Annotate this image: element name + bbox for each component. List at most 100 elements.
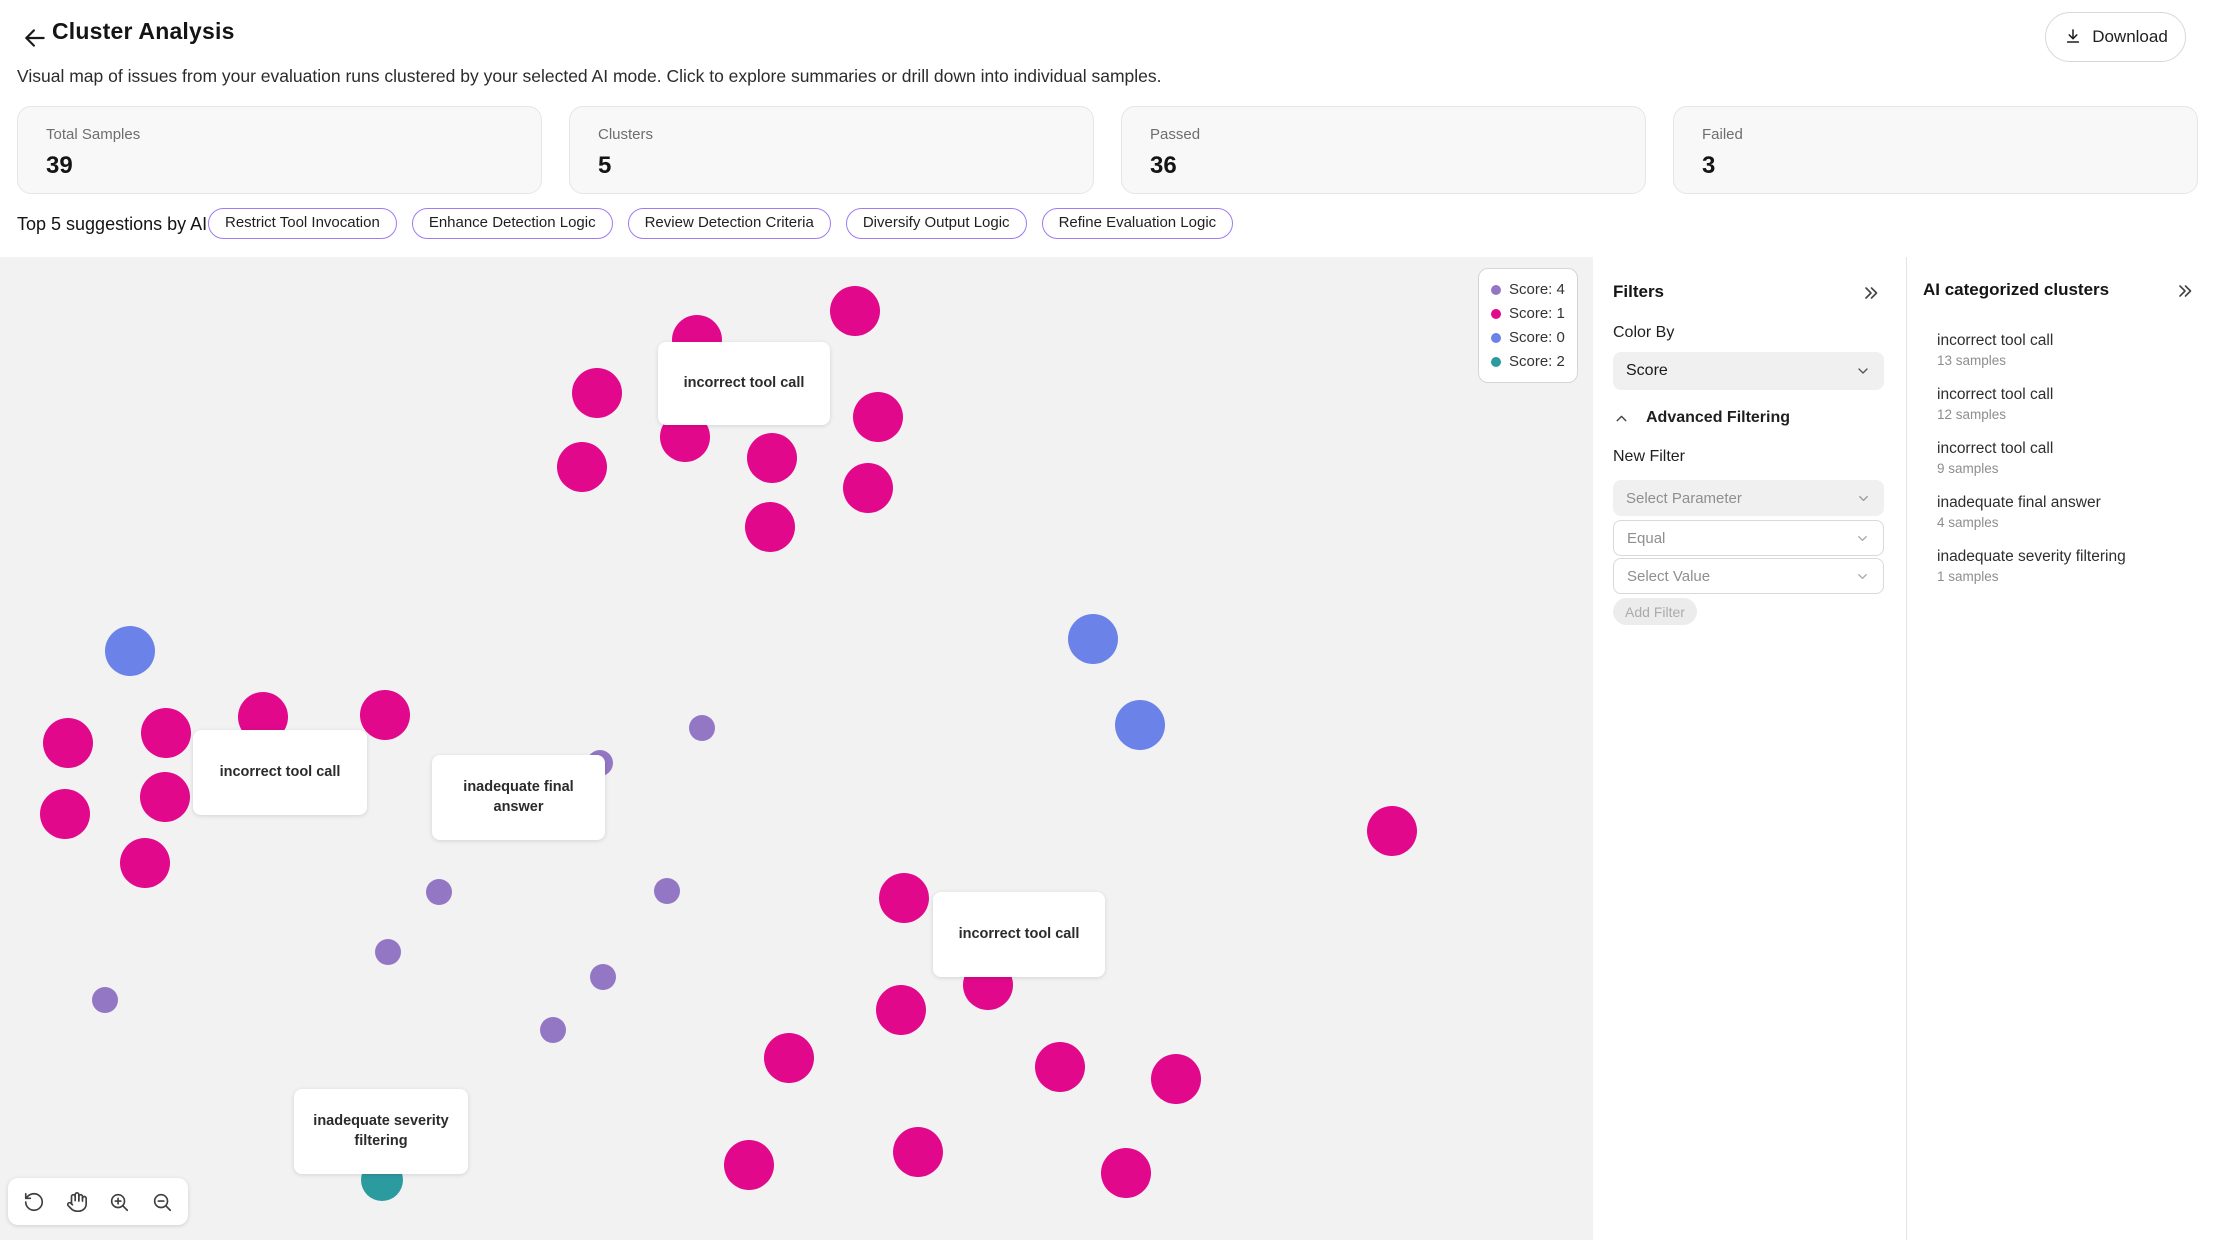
stat-card-clusters: Clusters 5: [569, 106, 1094, 194]
cluster-label[interactable]: incorrect tool call: [658, 342, 830, 425]
download-label: Download: [2092, 27, 2168, 46]
reset-view-icon[interactable]: [21, 1189, 47, 1215]
stat-label: Failed: [1702, 126, 1743, 143]
cluster-label[interactable]: incorrect tool call: [933, 892, 1105, 977]
data-point[interactable]: [141, 708, 191, 758]
double-chevron-right-icon: [2179, 285, 2192, 297]
legend-label: Score: 0: [1509, 329, 1565, 346]
cluster-list-item[interactable]: incorrect tool call 9 samples: [1937, 440, 2126, 494]
data-point[interactable]: [745, 502, 795, 552]
suggestion-chip[interactable]: Restrict Tool Invocation: [208, 208, 397, 239]
data-point[interactable]: [830, 286, 880, 336]
data-point[interactable]: [893, 1127, 943, 1177]
add-filter-button[interactable]: Add Filter: [1613, 598, 1697, 625]
data-point[interactable]: [40, 789, 90, 839]
value-select[interactable]: Select Value: [1613, 558, 1884, 594]
ai-clusters-panel: AI categorized clusters incorrect tool c…: [1906, 257, 2216, 1240]
advanced-filtering-toggle[interactable]: Advanced Filtering: [1613, 409, 1790, 427]
legend-dot-icon: [1491, 356, 1501, 367]
cluster-item-samples: 1 samples: [1937, 569, 1999, 584]
legend-item[interactable]: Score: 4: [1491, 279, 1565, 300]
value-placeholder: Select Value: [1627, 567, 1711, 585]
data-point[interactable]: [120, 838, 170, 888]
data-point[interactable]: [1035, 1042, 1085, 1092]
legend-item[interactable]: Score: 2: [1491, 351, 1565, 372]
data-point[interactable]: [764, 1033, 814, 1083]
collapse-clusters-button[interactable]: [2175, 281, 2195, 301]
data-point[interactable]: [843, 463, 893, 513]
color-by-value: Score: [1626, 362, 1668, 379]
cluster-item-samples: 12 samples: [1937, 407, 2007, 422]
cluster-list-item[interactable]: inadequate final answer 4 samples: [1937, 494, 2126, 548]
legend-dot-icon: [1491, 332, 1501, 343]
cluster-list-item[interactable]: incorrect tool call 13 samples: [1937, 332, 2126, 386]
zoom-out-icon[interactable]: [149, 1189, 175, 1215]
cluster-label-text: incorrect tool call: [219, 763, 341, 780]
download-button[interactable]: Download: [2045, 12, 2186, 62]
legend-dot-icon: [1491, 308, 1501, 319]
chevron-down-icon: [1858, 368, 1868, 374]
legend-item[interactable]: Score: 0: [1491, 327, 1565, 348]
suggestion-chip[interactable]: Review Detection Criteria: [627, 208, 831, 239]
double-chevron-right-icon: [1865, 287, 1878, 299]
data-point[interactable]: [689, 715, 715, 741]
cluster-list-item[interactable]: inadequate severity filtering 1 samples: [1937, 548, 2126, 602]
data-point[interactable]: [140, 772, 190, 822]
download-icon: [2067, 29, 2080, 43]
cluster-label-text: inadequate final answer: [463, 778, 574, 815]
cluster-label-text: inadequate severity filtering: [313, 1112, 449, 1149]
zoom-in-icon[interactable]: [106, 1189, 132, 1215]
cluster-item-samples: 9 samples: [1937, 461, 1999, 476]
legend-item[interactable]: Score: 1: [1491, 303, 1565, 324]
data-point[interactable]: [375, 939, 401, 965]
cluster-scatter-plot[interactable]: incorrect tool call incorrect tool call in…: [0, 257, 1593, 1240]
cluster-label[interactable]: inadequate final answer: [432, 755, 605, 840]
parameter-placeholder: Select Parameter: [1626, 489, 1742, 507]
new-filter-label: New Filter: [1613, 448, 1686, 465]
data-point[interactable]: [1151, 1054, 1201, 1104]
color-by-select[interactable]: Score: [1613, 352, 1884, 390]
data-point[interactable]: [876, 985, 926, 1035]
data-point[interactable]: [360, 690, 410, 740]
data-point[interactable]: [654, 878, 680, 904]
back-button[interactable]: [19, 22, 51, 54]
data-point[interactable]: [43, 718, 93, 768]
data-point[interactable]: [540, 1017, 566, 1043]
plot-toolbar: [8, 1178, 188, 1225]
data-point[interactable]: [590, 964, 616, 990]
ai-clusters-title: AI categorized clusters: [1923, 280, 2110, 299]
legend-dot-icon: [1491, 284, 1501, 295]
data-point[interactable]: [1115, 700, 1165, 750]
data-point[interactable]: [1367, 806, 1417, 856]
data-point[interactable]: [724, 1140, 774, 1190]
suggestion-chip[interactable]: Refine Evaluation Logic: [1041, 208, 1234, 239]
data-point[interactable]: [426, 879, 452, 905]
advanced-filtering-label: Advanced Filtering: [1646, 409, 1791, 426]
parameter-select[interactable]: Select Parameter: [1613, 480, 1884, 516]
operator-select[interactable]: Equal: [1613, 520, 1884, 556]
cluster-label[interactable]: inadequate severity filtering: [294, 1089, 468, 1174]
data-point[interactable]: [1101, 1148, 1151, 1198]
suggestions-label: Top 5 suggestions by AI: [17, 214, 208, 234]
chevron-down-icon: [1859, 495, 1868, 501]
data-point[interactable]: [92, 987, 118, 1013]
cluster-label[interactable]: incorrect tool call: [193, 730, 367, 815]
stat-card-failed: Failed 3: [1673, 106, 2198, 194]
stat-card-passed: Passed 36: [1121, 106, 1646, 194]
cluster-list-item[interactable]: incorrect tool call 12 samples: [1937, 386, 2126, 440]
data-point[interactable]: [557, 442, 607, 492]
collapse-filters-button[interactable]: [1861, 283, 1881, 303]
stat-label: Passed: [1150, 126, 1201, 143]
pan-icon[interactable]: [64, 1189, 90, 1215]
data-point[interactable]: [747, 433, 797, 483]
data-point[interactable]: [879, 873, 929, 923]
suggestion-chip[interactable]: Diversify Output Logic: [845, 208, 1027, 239]
data-point[interactable]: [1068, 614, 1118, 664]
data-point[interactable]: [572, 368, 622, 418]
data-point[interactable]: [853, 392, 903, 442]
stat-card-total-samples: Total Samples 39: [17, 106, 542, 194]
stat-label: Clusters: [598, 126, 654, 143]
data-point[interactable]: [105, 626, 155, 676]
suggestion-chip[interactable]: Enhance Detection Logic: [411, 208, 613, 239]
